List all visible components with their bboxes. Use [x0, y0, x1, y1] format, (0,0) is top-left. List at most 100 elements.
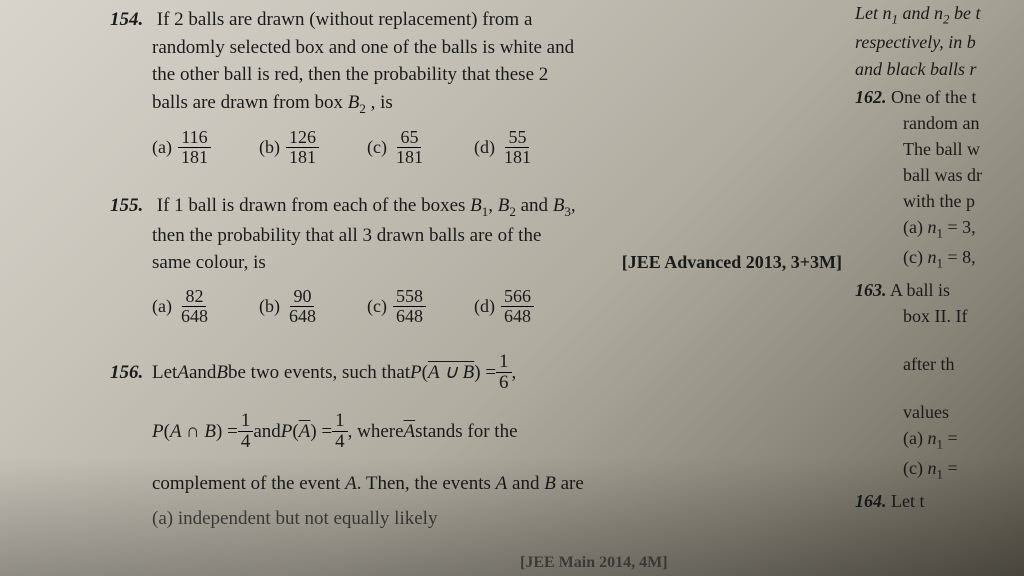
q156-l2h: A [299, 421, 311, 442]
q155-opt-b-n: 90 [290, 287, 314, 307]
q154-l4b: B [348, 92, 360, 113]
q154-opt-c-n: 65 [397, 128, 421, 148]
q154-l2: randomly selected box and one of the bal… [152, 34, 850, 62]
q155-opt-d-n: 566 [501, 287, 534, 307]
q156-l3e: and [507, 473, 544, 494]
q156-l1d: B [216, 362, 228, 383]
q156-l3f: B [544, 473, 556, 494]
q154-opt-c: (c)65181 [367, 128, 426, 167]
q156-l1f: P [410, 362, 422, 383]
q154-opt-d-frac: 55181 [501, 128, 534, 167]
q156-l2d: ) = [216, 418, 238, 446]
r8: (a) n1 = 3, [903, 214, 1024, 243]
jee-bottom-tag: [JEE Main 2014, 4M] [520, 554, 668, 572]
q154-opt-d-lab: (d) [474, 137, 495, 158]
q156-f2: 14 [238, 411, 254, 452]
r15a: (c) [903, 458, 927, 478]
r16t: Let t [887, 491, 925, 511]
q156-f1n: 1 [496, 352, 512, 373]
r0b: and n [898, 3, 943, 23]
q155-opt-a: (a)82648 [152, 287, 211, 326]
q156-l1h: A ∪ B [428, 362, 474, 383]
question-154: 154. If 2 balls are drawn (without repla… [110, 6, 850, 167]
q155-b2: B [498, 195, 510, 216]
q155-l3-row: same colour, is [JEE Advanced 2013, 3+3M… [152, 249, 842, 277]
r12: after th [903, 351, 1024, 377]
q156-line1: 156. Let A and B be two events, such tha… [110, 352, 850, 393]
q154-opt-c-d: 181 [393, 148, 426, 167]
q154-opt-b-lab: (b) [259, 137, 280, 158]
q154-l1-text: If 2 balls are drawn (without replacemen… [157, 9, 533, 30]
q156-line4: (a) independent but not equally likely [152, 505, 850, 533]
r16: 164. Let t [855, 488, 1024, 514]
r7: with the p [903, 188, 1024, 214]
r0a: Let n [855, 3, 892, 23]
r3t: One of the t [887, 87, 977, 107]
q155-opt-c-d: 648 [393, 307, 426, 326]
r10: 163. A ball is [855, 277, 1024, 303]
q154-opt-b-d: 181 [286, 148, 319, 167]
q155-opt-a-frac: 82648 [178, 287, 211, 326]
r8c: = 3, [943, 217, 976, 237]
q155-tag: [JEE Advanced 2013, 3+3M] [622, 249, 842, 277]
q155-c3: , [571, 195, 576, 216]
r9a: (c) [903, 247, 927, 267]
q155-opt-b-lab: (b) [259, 296, 280, 317]
q155-options: (a)82648 (b)90648 (c)558648 (d)566648 [152, 287, 850, 326]
q156-f1: 16 [496, 352, 512, 393]
q156-l2f: P [281, 421, 293, 442]
r15c: = [943, 458, 958, 478]
q155-c2: and [516, 195, 553, 216]
q156-l1a: Let [152, 359, 177, 387]
r9: (c) n1 = 8, [903, 244, 1024, 273]
q154-line1: 154. If 2 balls are drawn (without repla… [110, 6, 850, 34]
q156-f3: 14 [332, 411, 348, 452]
q156-l2c: A ∩ B [170, 421, 216, 442]
r3n: 162. [855, 87, 887, 107]
q156-l2j: , where [348, 418, 404, 446]
q155-opt-a-n: 82 [182, 287, 206, 307]
q154-l3: the other ball is red, then the probabil… [152, 61, 850, 89]
q155-opt-b-frac: 90648 [286, 287, 319, 326]
q155-opt-c-lab: (c) [367, 296, 387, 317]
q156-l2l: stands for the [415, 418, 517, 446]
r4: random an [903, 110, 1024, 136]
q156-l3c: . Then, the events [357, 473, 496, 494]
r10n: 163. [855, 280, 887, 300]
r11: box II. If [903, 303, 1024, 329]
q155-opt-d-lab: (d) [474, 296, 495, 317]
q156-l1e: be two events, such that [228, 359, 410, 387]
q156-l2i: ) = [310, 418, 332, 446]
q156-line3: complement of the event A. Then, the eve… [152, 470, 850, 498]
r0: Let n1 and n2 be t [855, 0, 1024, 29]
q156-l3d: A [496, 473, 508, 494]
q156-l2e: and [253, 418, 280, 446]
q154-opt-a-d: 181 [178, 148, 211, 167]
right-column: Let n1 and n2 be t respectively, in b an… [849, 0, 1024, 576]
q154-l4a: balls are drawn from box [152, 92, 348, 113]
q155-opt-c-n: 558 [393, 287, 426, 307]
q155-number: 155. [110, 192, 152, 220]
q155-line1: 155. If 1 ball is drawn from each of the… [110, 192, 850, 222]
q155-opt-d-frac: 566648 [501, 287, 534, 326]
q154-opt-a-frac: 116181 [178, 128, 211, 167]
q155-l2: then the probability that all 3 drawn ba… [152, 222, 850, 250]
q156-line2: P ( A ∩ B ) = 14 and P ( A ) = 14 , wher… [152, 411, 850, 452]
q156-f3d: 4 [332, 432, 348, 452]
q155-opt-d-d: 648 [501, 307, 534, 326]
r14a: (a) [903, 428, 927, 448]
q156-f1d: 6 [496, 373, 512, 393]
q156-l2k: A [404, 421, 416, 442]
q156-l1b: A [177, 362, 189, 383]
q156-f2d: 4 [238, 432, 254, 452]
q154-opt-a-n: 116 [178, 128, 210, 148]
q156-number: 156. [110, 359, 152, 387]
q156-l3g: are [556, 473, 584, 494]
r14c: = [943, 428, 958, 448]
q154-opt-c-frac: 65181 [393, 128, 426, 167]
q154-opt-d: (d) 55181 [474, 128, 534, 167]
q156-f2n: 1 [238, 411, 254, 432]
q154-opt-a-lab: (a) [152, 137, 172, 158]
r14: (a) n1 = [903, 425, 1024, 454]
q155-b3: B [553, 195, 565, 216]
